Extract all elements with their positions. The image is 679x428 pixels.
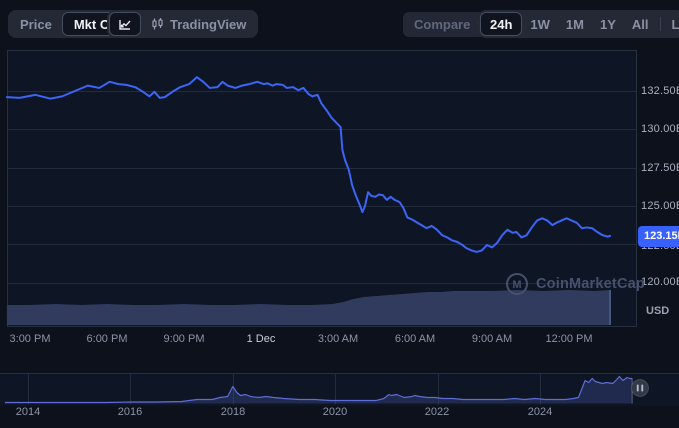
compare-label: Compare [414,17,471,32]
pause-bar [641,384,644,392]
range-1y-button[interactable]: 1Y [599,16,616,32]
x-axis-label: 3:00 PM [9,333,51,345]
y-axis-label: 130.00B [641,123,679,135]
main-plot-bg [7,50,637,327]
nav-year-label: 2018 [220,406,246,418]
x-axis-label: 6:00 PM [86,333,128,345]
x-axis-label: 3:00 AM [317,333,359,345]
y-axis-label: 132.50B [641,85,679,97]
tradingview-label: TradingView [170,16,247,32]
nav-line [4,375,633,404]
currency-unit-label: USD [646,305,670,317]
x-axis-label: 9:00 PM [163,333,205,345]
line-chart-icon [118,17,132,31]
x-axis-label: 12:00 PM [545,333,593,345]
tradingview-tab[interactable]: TradingView [141,12,256,36]
nav-area [4,376,633,404]
coinmarketcap-watermark: M CoinMarketCap [505,272,645,296]
last-price-badge: 123.15B [638,226,679,247]
range-toggle: 24h 1W 1M 1Y All Log [478,10,679,38]
pause-bar [636,384,639,392]
nav-year-label: 2020 [322,406,348,418]
market-cap-line [5,76,612,253]
x-axis-label: 6:00 AM [394,333,436,345]
watermark-text: CoinMarketCap [536,276,645,292]
y-axis-label: 120.00B [641,276,679,288]
chart-style-toggle: TradingView [107,10,259,38]
plot-border [7,50,637,327]
range-1m-button[interactable]: 1M [565,16,584,32]
range-all-button[interactable]: All [631,16,649,32]
nav-year-label: 2022 [424,406,450,418]
y-axis-label: 125.00B [641,200,679,212]
price-tab[interactable]: Price [20,16,52,32]
svg-text:M: M [512,279,521,291]
volume-area [6,290,611,325]
x-axis-label-date: 1 Dec [246,333,276,345]
range-24h-button[interactable]: 24h [480,12,523,36]
x-axis-label: 9:00 AM [471,333,513,345]
range-1w-button[interactable]: 1W [530,16,550,32]
coinmarketcap-logo-icon: M [505,272,529,296]
nav-year-label: 2014 [15,406,41,418]
nav-year-label: 2016 [117,406,143,418]
nav-year-label: 2024 [527,406,553,418]
nav-drag-handle[interactable] [631,379,649,397]
toolbar-divider [659,17,661,31]
line-chart-tab[interactable] [109,12,141,36]
y-axis-label: 127.50B [641,162,679,174]
candlestick-icon [151,17,164,31]
log-scale-button[interactable]: Log [671,16,679,32]
